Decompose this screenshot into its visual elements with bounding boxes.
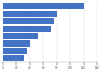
Bar xyxy=(3,55,24,61)
Bar xyxy=(3,40,30,47)
Bar xyxy=(3,18,54,24)
Bar xyxy=(3,11,57,17)
Bar xyxy=(3,33,38,39)
Bar xyxy=(3,26,51,32)
Bar xyxy=(3,48,27,54)
Bar xyxy=(3,3,84,9)
